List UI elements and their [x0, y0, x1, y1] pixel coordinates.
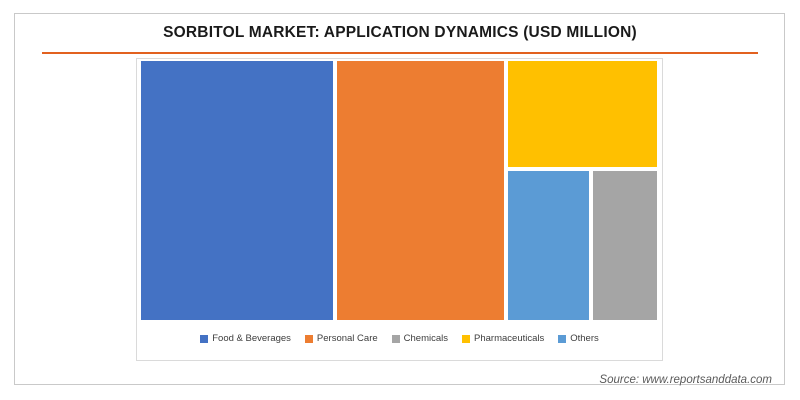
legend-swatch-icon	[304, 334, 313, 343]
legend-label: Personal Care	[316, 333, 378, 344]
source-note: Source: www.reportsanddata.com	[599, 374, 772, 386]
legend-swatch-icon	[462, 334, 471, 343]
legend-swatch-icon	[558, 334, 567, 343]
legend-item[interactable]: Chemicals	[391, 333, 449, 344]
legend-label: Others	[570, 333, 599, 344]
legend-item[interactable]: Others	[558, 333, 599, 344]
page-title: SORBITOL MARKET: APPLICATION DYNAMICS (U…	[163, 24, 637, 41]
legend-swatch-icon	[391, 334, 400, 343]
treemap-tile[interactable]	[508, 61, 657, 167]
treemap	[141, 61, 657, 320]
legend-label: Food & Beverages	[212, 333, 291, 344]
treemap-tile[interactable]	[141, 61, 333, 320]
chart-plot-area: Food & Beverages Personal Care Chemicals Ph…	[136, 58, 663, 361]
legend-item[interactable]: Food & Beverages	[200, 333, 291, 344]
legend-swatch-icon	[200, 334, 209, 343]
treemap-tile[interactable]	[337, 61, 504, 320]
treemap-tile[interactable]	[508, 171, 589, 320]
treemap-tile[interactable]	[593, 171, 657, 320]
legend-item[interactable]: Personal Care	[304, 333, 378, 344]
legend-label: Chemicals	[403, 333, 449, 344]
legend-item[interactable]: Pharmaceuticals	[462, 333, 544, 344]
legend-label: Pharmaceuticals	[474, 333, 545, 344]
title-divider	[42, 52, 758, 54]
chart-legend: Food & Beverages Personal Care Chemicals Ph…	[137, 333, 662, 344]
